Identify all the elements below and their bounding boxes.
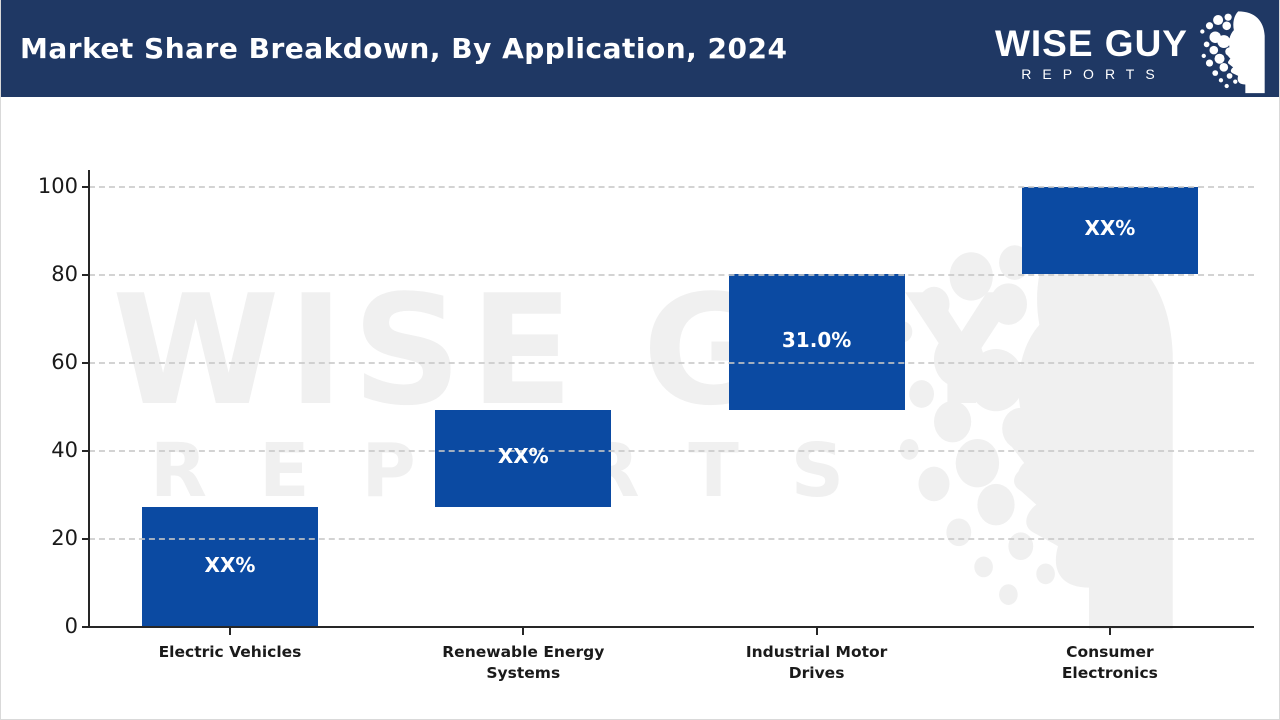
bar-value-label: 31.0%	[781, 327, 852, 352]
x-axis-tick	[522, 628, 525, 635]
x-category-label: Consumer Electronics	[964, 642, 1256, 684]
bar-value-label: XX%	[204, 552, 256, 577]
gridline	[89, 186, 1254, 188]
gridline	[89, 362, 1254, 364]
x-category-label-line: Drives	[788, 664, 845, 682]
x-category-label-line: Industrial Motor	[745, 643, 888, 661]
x-axis-tick	[229, 628, 231, 635]
brand-name-text: WISE GUY	[994, 23, 1188, 64]
x-axis-tick	[1108, 628, 1111, 635]
y-axis-tick	[82, 362, 89, 364]
bar-value-label: XX%	[497, 444, 549, 469]
x-category-label-line: Renewable Energy	[442, 643, 605, 661]
y-axis-tick	[82, 626, 89, 628]
x-category-label: Industrial Motor Drives	[671, 642, 963, 684]
bar-value-label: XX%	[1084, 216, 1136, 241]
brand-wordmark: WISE GUY REPORTS	[994, 23, 1188, 83]
bar	[728, 273, 905, 411]
x-category-label-line: Systems	[486, 664, 561, 682]
brand-logo: WISE GUY REPORTS	[995, 4, 1268, 94]
bar	[142, 506, 318, 627]
bar	[435, 410, 612, 507]
y-tick-label: 60	[51, 350, 78, 374]
y-tick-label: 0	[64, 614, 78, 638]
brand-head-icon	[1200, 11, 1265, 94]
y-tick-label: 40	[51, 438, 78, 462]
y-axis-tick	[82, 274, 89, 276]
gridline	[89, 274, 1254, 276]
header-bar: Market Share Breakdown, By Application, …	[0, 0, 1280, 97]
x-category-label-line: Electric Vehicles	[158, 643, 302, 661]
x-category-label: Electric Vehicles	[84, 642, 376, 663]
x-axis-line	[88, 626, 1254, 628]
x-category-label: Renewable Energy Systems	[377, 642, 669, 684]
page-title: Market Share Breakdown, By Application, …	[20, 32, 788, 65]
chart-plot-area: 0 20 40 60 80 100 XX% Electric Vehicles XX% Renew…	[0, 97, 1280, 720]
y-tick-label: 100	[37, 174, 78, 198]
y-axis-tick	[82, 450, 89, 452]
x-category-label-line: Electronics	[1061, 664, 1158, 682]
x-axis-tick	[815, 628, 818, 635]
y-axis-line	[88, 170, 90, 628]
x-category-label-line: Consumer	[1066, 643, 1154, 661]
y-axis-tick	[82, 538, 89, 540]
y-tick-label: 20	[51, 526, 78, 550]
y-axis-tick	[82, 186, 89, 188]
gridline	[89, 450, 1254, 452]
brand-reports-text: REPORTS	[1021, 66, 1166, 82]
gridline	[89, 538, 1254, 540]
y-tick-label: 80	[51, 262, 78, 286]
